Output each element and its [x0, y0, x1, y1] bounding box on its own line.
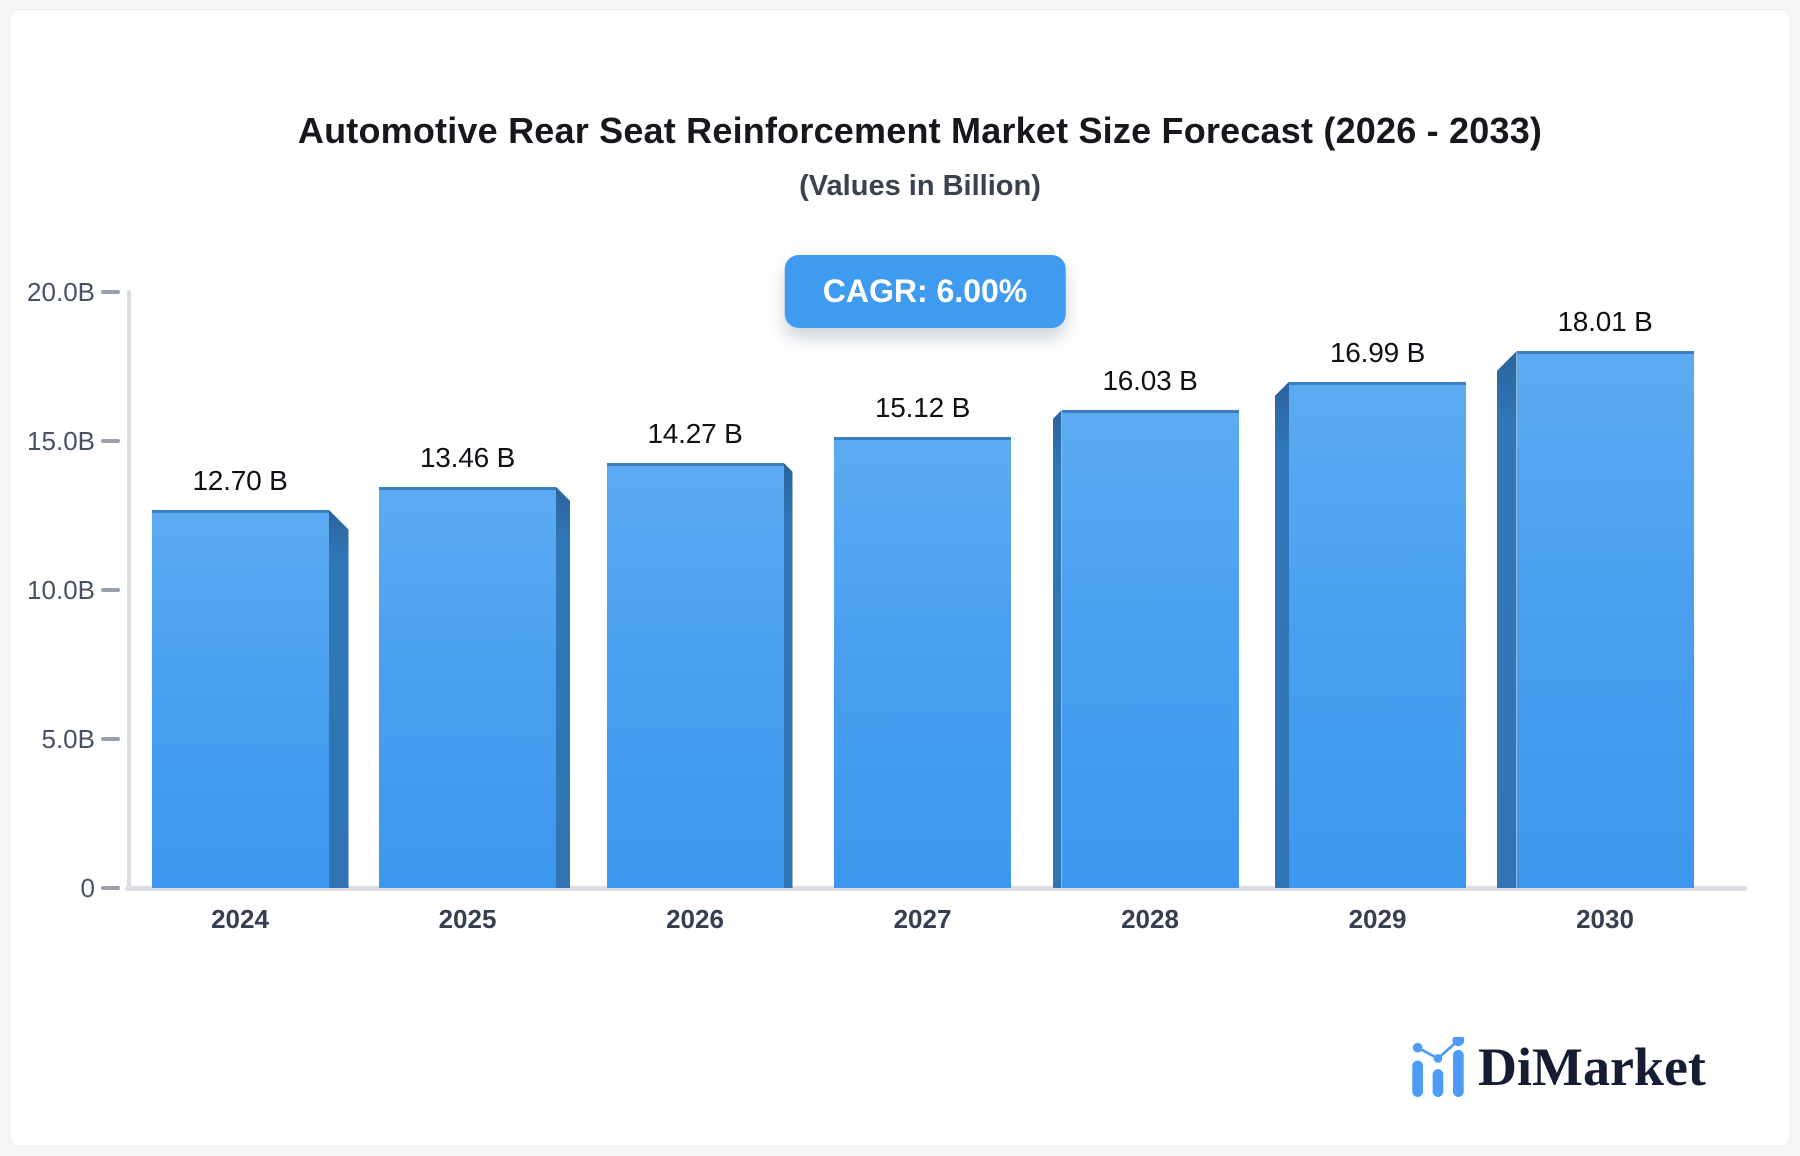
y-axis-tick-mark — [101, 290, 120, 294]
3d-bar-side — [1275, 381, 1289, 888]
y-axis-tick-mark — [101, 737, 120, 741]
bar-value-label: 13.46 B — [419, 441, 516, 473]
chart-subtitle: (Values in Billion) — [799, 170, 1041, 202]
brand-logo: DiMarket — [1412, 1036, 1706, 1098]
chart-title: Automotive Rear Seat Reinforcement Marke… — [297, 110, 1543, 151]
x-axis-label: 2028 — [1121, 904, 1179, 934]
y-axis-tick-label: 5.0B — [41, 724, 96, 754]
bar — [151, 509, 329, 888]
y-axis-tick-label: 10.0B — [27, 575, 95, 605]
x-axis-label: 2030 — [1576, 904, 1634, 934]
y-axis-tick-label: 20.0B — [27, 277, 95, 307]
x-axis-label: 2027 — [893, 904, 952, 934]
bar — [1061, 410, 1239, 888]
bar — [379, 486, 556, 888]
brand-name: DiMarket — [1478, 1037, 1706, 1097]
3d-bar-side — [328, 509, 349, 888]
y-axis-tick-mark — [101, 439, 120, 443]
bar-value-label: 14.27 B — [647, 417, 743, 449]
y-axis-line — [127, 290, 131, 888]
3d-bar-side — [1496, 351, 1517, 888]
x-axis-label: 2029 — [1348, 904, 1407, 934]
3d-bar-side — [556, 486, 570, 888]
bar-value-label: 12.70 B — [192, 464, 288, 496]
y-axis-tick-mark — [101, 588, 120, 592]
bar — [1289, 381, 1466, 888]
y-axis-tick-mark — [101, 886, 120, 890]
bar — [834, 437, 1011, 888]
bar-value-label: 18.01 B — [1557, 306, 1653, 338]
x-axis-label: 2024 — [211, 904, 269, 934]
bar-value-label: 15.12 B — [874, 392, 971, 424]
bar — [1516, 351, 1694, 888]
bar-value-label: 16.99 B — [1329, 336, 1426, 368]
bar-chart-logo-icon — [1412, 1037, 1464, 1097]
bar — [606, 462, 784, 888]
x-axis-line — [125, 886, 1747, 891]
3d-bar-side — [1052, 410, 1062, 888]
x-axis-label: 2025 — [438, 904, 497, 934]
y-axis-tick-label: 15.0B — [27, 426, 95, 456]
3d-bar-side — [783, 462, 793, 888]
x-axis-label: 2026 — [666, 904, 724, 934]
cagr-badge: CAGR: 6.00% — [784, 255, 1066, 328]
y-axis-tick-label: 0 — [80, 873, 95, 903]
bar-value-label: 16.03 B — [1102, 365, 1198, 397]
